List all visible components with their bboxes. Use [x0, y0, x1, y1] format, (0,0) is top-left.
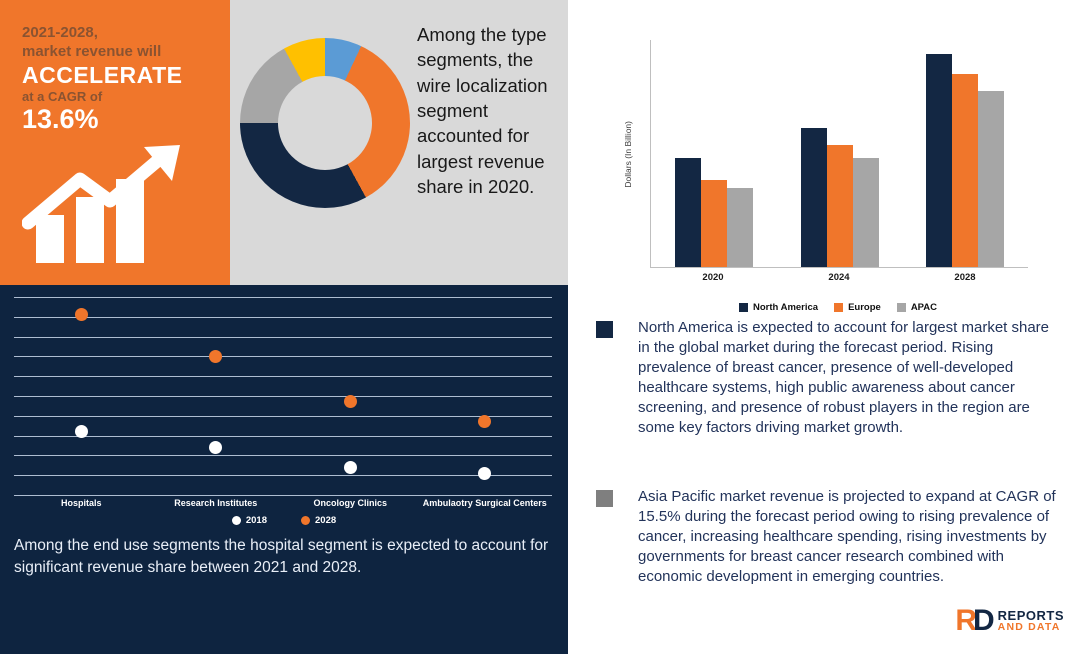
bar-europe-2024 [826, 145, 853, 267]
bullet-square [596, 489, 613, 507]
logo-line2: AND DATA [997, 621, 1061, 634]
gridline [14, 316, 552, 318]
legend-item-europe: Europe [834, 302, 881, 313]
legend-item-apac: APAC [896, 302, 937, 313]
bullet-north-america: North America is expected to account for… [596, 318, 1060, 439]
dot-legend: 2018 2028 [0, 515, 568, 526]
type-segment-card: Among the type segments, the wire locali… [230, 0, 568, 285]
dot-2018-oncology-clinics [343, 460, 357, 474]
dot-2018-hospitals [74, 425, 88, 439]
legend-item-north-america: North America [738, 302, 818, 313]
regional-analysis-panel: Dollars (In Billion) 2020 2024 2028 North … [568, 0, 1080, 654]
accelerate-emphasis: ACCELERATE [22, 61, 183, 88]
bullet-text: Asia Pacific market revenue is projected… [638, 487, 1056, 585]
dot-2018-research-institutes [209, 440, 223, 454]
dot-2018-ambulaotry-surgical-centers [478, 466, 492, 480]
dot-category-label: Research Institutes [174, 498, 258, 508]
bullet-list: North America is expected to account for… [596, 318, 1060, 587]
end-use-panel: Hospitals Research Institutes Oncology Cli… [0, 285, 568, 654]
legend-swatch-icon [738, 303, 748, 312]
accelerate-period: 2021-2028, [22, 24, 98, 41]
gridline [14, 495, 552, 496]
gridline [14, 376, 552, 378]
bar-apac-2028 [978, 90, 1005, 267]
accelerate-line3: at a CAGR of [22, 89, 103, 105]
gridline [14, 455, 552, 457]
bullet-square [596, 321, 613, 338]
logo-rd-icon: RD [955, 604, 994, 637]
dot-2028-ambulaotry-surgical-centers [478, 415, 492, 429]
legend-swatch-icon [834, 303, 844, 312]
bar-group-2028 [902, 40, 1028, 267]
end-use-caption: Among the end use segments the hospital … [14, 537, 549, 577]
x-tick-label: 2020 [702, 272, 724, 283]
dot-category-label: Ambulaotry Surgical Centers [422, 498, 547, 508]
dot-category-label: Hospitals [60, 498, 102, 508]
reports-and-data-logo: RD REPORTS AND DATA [955, 604, 1064, 638]
legend-swatch-icon [896, 303, 906, 312]
bar-group-2024 [777, 40, 903, 267]
bar-north-america-2024 [800, 128, 827, 267]
dot-plot-area [14, 297, 552, 496]
bar-north-america-2028 [926, 53, 953, 267]
bullet-text: North America is expected to account for… [638, 319, 1050, 437]
x-tick-label: 2024 [828, 272, 850, 283]
logo-line1: REPORTS [997, 607, 1064, 623]
gridline [14, 356, 552, 358]
type-segment-caption: Among the type segments, the wire locali… [417, 24, 548, 198]
gridline [14, 435, 552, 437]
bar-legend: North America Europe APAC [628, 302, 1048, 313]
bar-europe-2028 [952, 73, 979, 267]
bar-europe-2020 [700, 179, 727, 267]
dot-2028-research-institutes [209, 349, 223, 363]
bar-apac-2024 [852, 157, 879, 267]
growth-chart-icon [21, 145, 208, 268]
accelerate-cagr-value: 13.6% [22, 104, 99, 135]
dot-legend-item-2028: 2028 [301, 515, 336, 526]
bar-apac-2020 [726, 187, 753, 267]
x-tick-label: 2028 [954, 272, 976, 283]
gridline [14, 415, 552, 417]
gridline [14, 396, 552, 397]
bullet-asia-pacific: Asia Pacific market revenue is projected… [596, 487, 1060, 587]
dot-2028-hospitals [74, 308, 88, 322]
dot-category-label: Oncology Clinics [313, 498, 387, 508]
logo-wordmark: REPORTS AND DATA [998, 609, 1064, 634]
accelerate-line2: market revenue will [22, 42, 162, 60]
gridline [14, 336, 552, 338]
gridline [14, 475, 552, 477]
bar-y-axis-label: Dollars (In Billion) [623, 120, 633, 188]
dot-legend-item-2018: 2018 [231, 515, 267, 526]
legend-dot-icon [301, 516, 310, 525]
dot-categories: Hospitals Research Institutes Oncology Cli… [14, 498, 552, 508]
bar-plot [650, 40, 1028, 268]
bar-group-2020 [651, 40, 777, 267]
type-share-donut [240, 38, 410, 208]
bar-north-america-2020 [674, 157, 701, 267]
accelerate-card: 2021-2028, market revenue will ACCELERAT… [0, 0, 230, 285]
gridline [14, 297, 552, 298]
bar-xticks: 2020 2024 2028 [650, 272, 1028, 283]
legend-dot-icon [231, 516, 241, 525]
dot-2028-oncology-clinics [343, 395, 357, 409]
